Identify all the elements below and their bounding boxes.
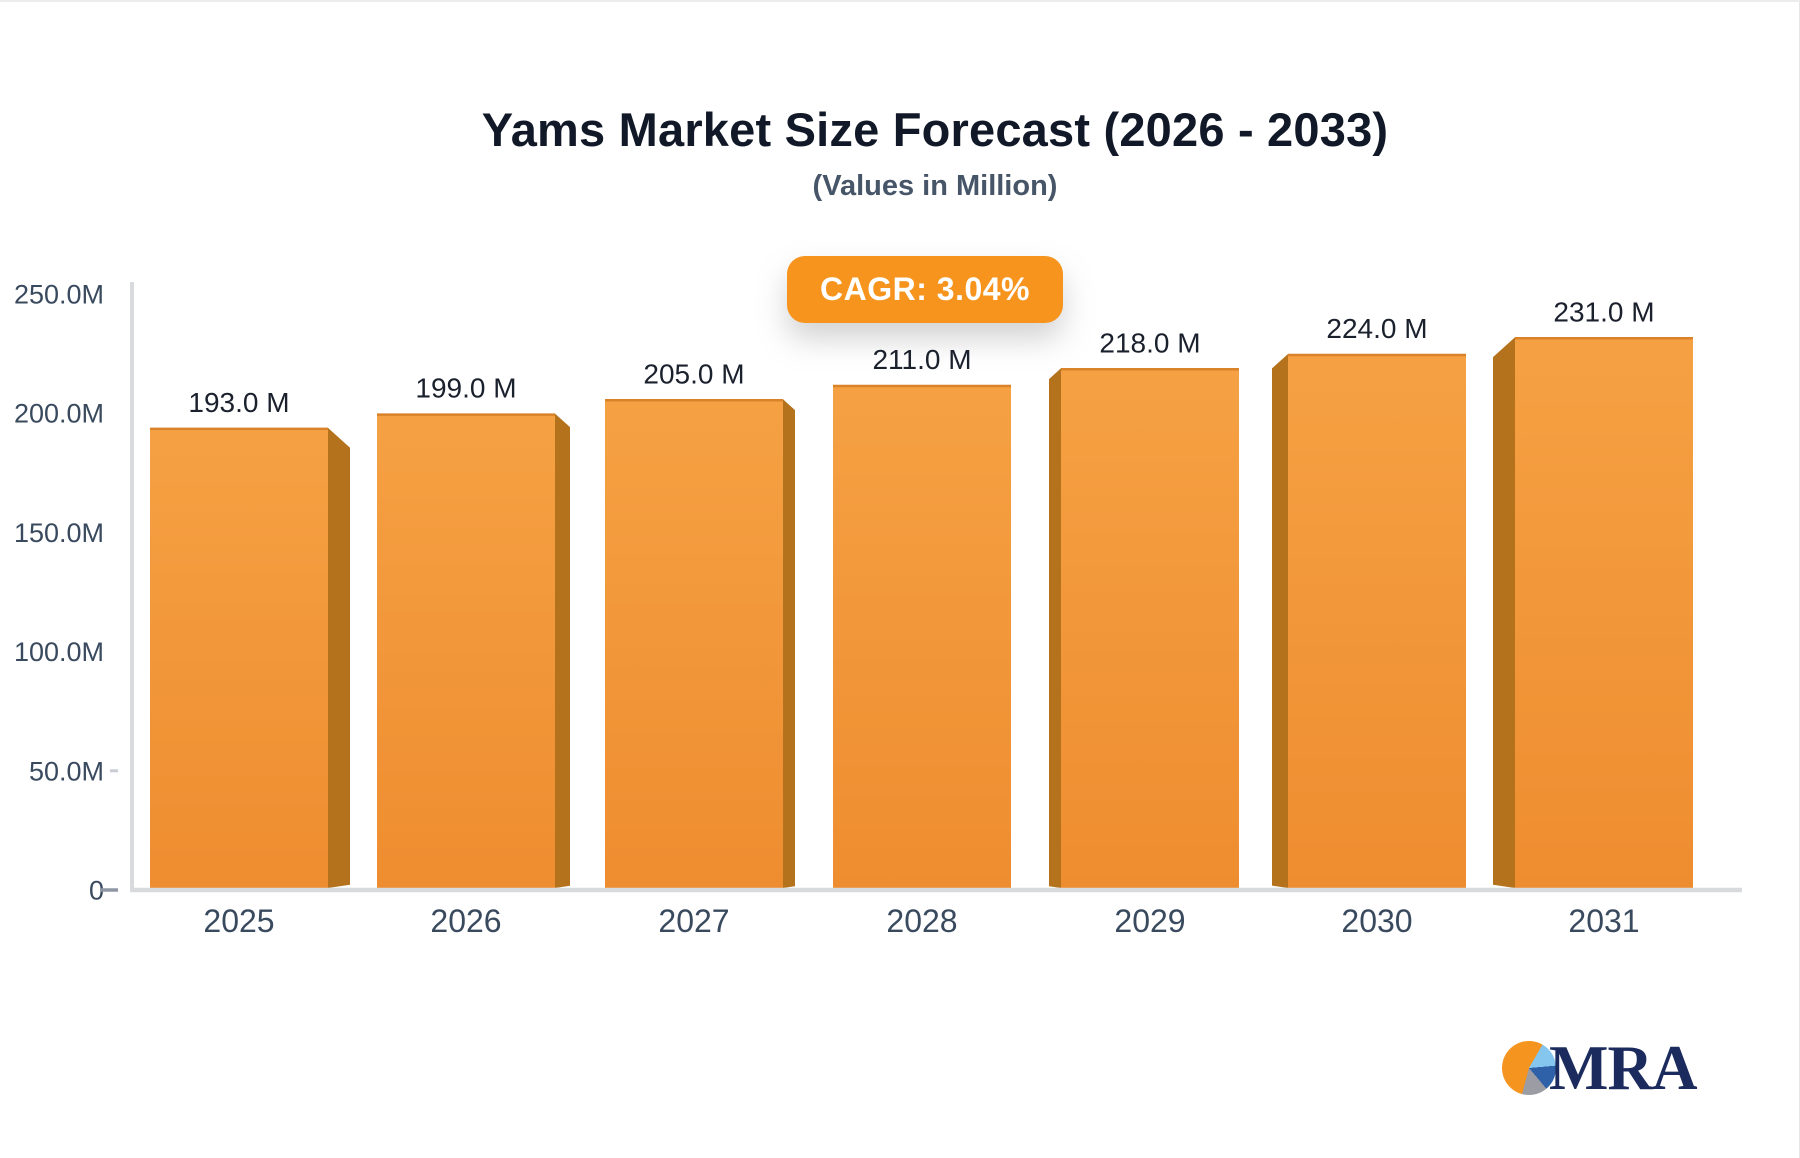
bar-side-face xyxy=(328,427,350,888)
bar-value-label: 193.0 M xyxy=(188,387,289,418)
brand-logo: MRA xyxy=(1502,1033,1697,1103)
bar-side-face xyxy=(1272,353,1288,888)
y-axis-label: 100.0M xyxy=(14,637,104,667)
bar-2029[interactable] xyxy=(1061,368,1239,889)
x-axis-label: 2027 xyxy=(658,903,729,939)
x-axis-label: 2026 xyxy=(430,903,501,939)
pie-chart-logo-icon xyxy=(1502,1041,1556,1095)
bar-value-label: 211.0 M xyxy=(872,344,971,375)
bar-side-face xyxy=(555,413,570,888)
y-axis-label: 200.0M xyxy=(14,399,104,429)
bar-side-face xyxy=(1493,337,1515,888)
x-axis-label: 2031 xyxy=(1568,903,1639,939)
y-axis-label: 250.0M xyxy=(14,279,104,309)
bar-value-label: 199.0 M xyxy=(415,373,516,404)
brand-logo-text: MRA xyxy=(1549,1033,1697,1103)
x-axis-label: 2029 xyxy=(1114,903,1185,939)
bar-2027[interactable] xyxy=(605,399,783,888)
bar-2025[interactable] xyxy=(150,427,328,888)
x-axis-label: 2030 xyxy=(1341,903,1412,939)
y-axis-label: 150.0M xyxy=(14,518,104,548)
bar-2031[interactable] xyxy=(1515,337,1693,888)
y-axis-label: 50.0M xyxy=(29,756,104,786)
bar-side-face xyxy=(1049,368,1061,889)
bar-2030[interactable] xyxy=(1288,353,1466,888)
x-axis-label: 2025 xyxy=(203,903,274,939)
chart-title: Yams Market Size Forecast (2026 - 2033) xyxy=(481,103,1389,156)
cagr-badge: CAGR: 3.04% xyxy=(787,256,1063,323)
bar-value-label: 224.0 M xyxy=(1326,313,1427,344)
y-axis-label: 0 xyxy=(89,875,104,905)
bar-2026[interactable] xyxy=(377,413,555,888)
x-axis-label: 2028 xyxy=(886,903,957,939)
bar-value-label: 218.0 M xyxy=(1099,327,1200,358)
chart-subtitle: (Values in Million) xyxy=(812,170,1058,202)
bar-2028[interactable] xyxy=(833,384,1011,888)
bar-value-label: 231.0 M xyxy=(1553,296,1654,327)
bar-side-face xyxy=(783,399,795,888)
bar-value-label: 205.0 M xyxy=(643,358,744,389)
